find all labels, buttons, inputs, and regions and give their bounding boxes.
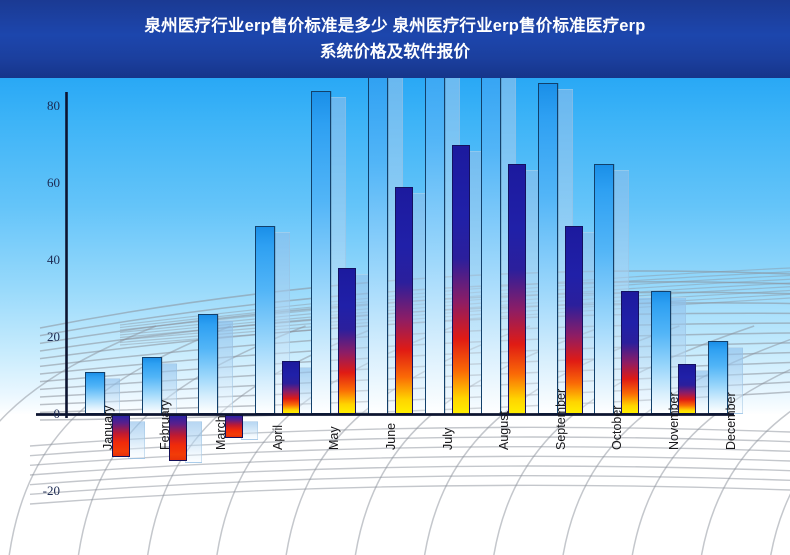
bar-series-2[interactable] [168, 414, 187, 461]
bar-series-2[interactable] [338, 268, 357, 415]
bar-series-1[interactable] [424, 78, 445, 415]
y-axis-tick-label: -20 [42, 482, 60, 498]
bar-series-1[interactable] [368, 78, 388, 415]
bar-shadow [216, 320, 234, 415]
bar-series-2[interactable] [395, 187, 413, 415]
bar-shadow [241, 420, 259, 440]
page-title-line1: 泉州医疗行业erp售价标准是多少 泉州医疗行业erp售价标准医疗erp [144, 17, 646, 35]
bar-series-1[interactable] [594, 164, 615, 415]
bar-shadow [725, 347, 743, 415]
bars-layer [0, 78, 790, 555]
bar-series-2[interactable] [678, 364, 696, 415]
bar-series-1[interactable] [198, 314, 219, 415]
bar-series-1[interactable] [85, 372, 105, 415]
bar-shadow [184, 420, 202, 463]
bar-series-2[interactable] [451, 145, 470, 415]
bar-shadow [103, 378, 120, 415]
y-axis-ticks: -20020406080100120 [0, 78, 60, 555]
bar-series-2[interactable] [508, 164, 527, 415]
bar-series-1[interactable] [254, 225, 275, 415]
bar-series-2[interactable] [281, 360, 300, 415]
page-title: 泉州医疗行业erp售价标准是多少 泉州医疗行业erp售价标准医疗erp 系统价格… [45, 13, 745, 65]
bar-series-1[interactable] [481, 78, 502, 415]
bar-series-1[interactable] [141, 356, 162, 415]
y-axis-tick-label: 0 [53, 405, 61, 421]
bar-series-1[interactable] [707, 341, 728, 415]
bar-series-2[interactable] [621, 291, 640, 415]
bar-series-2[interactable] [225, 414, 244, 438]
chart-plot-area: -20020406080100120 [0, 78, 790, 555]
bar-shadow [159, 362, 177, 415]
bar-series-1[interactable] [311, 91, 332, 415]
y-axis-tick-label: 80 [47, 97, 60, 113]
bar-series-2[interactable] [564, 225, 583, 415]
bar-series-1[interactable] [537, 83, 558, 415]
bar-series-2[interactable] [112, 414, 130, 457]
bar-series-1[interactable] [651, 291, 671, 415]
y-axis-tick-label: 40 [47, 251, 60, 267]
page-title-line2: 系统价格及软件报价 [319, 43, 471, 61]
header-banner: 泉州医疗行业erp售价标准是多少 泉州医疗行业erp售价标准医疗erp 系统价格… [0, 0, 790, 78]
y-axis-tick-label: 20 [47, 328, 60, 344]
y-axis-tick-label: 60 [47, 174, 60, 190]
bar-shadow [128, 420, 145, 459]
